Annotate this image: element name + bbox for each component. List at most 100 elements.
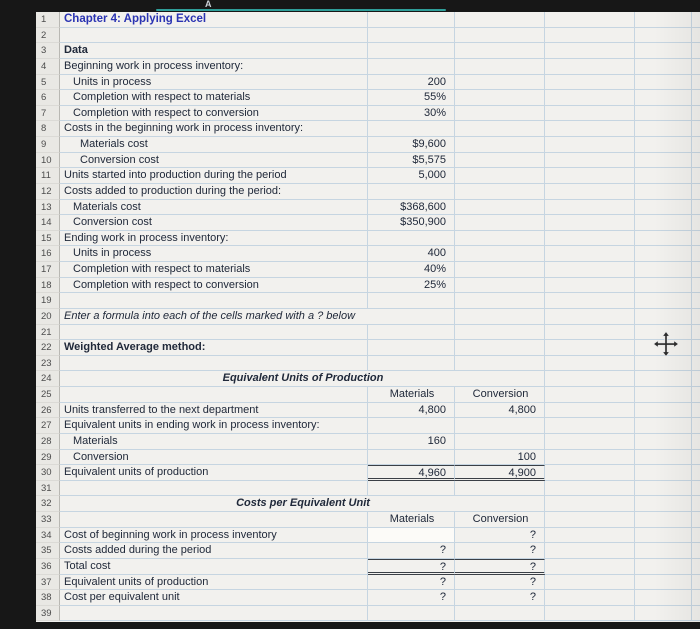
- cell-D32[interactable]: [545, 496, 635, 512]
- cell-B6[interactable]: 55%: [368, 90, 455, 106]
- cell-D19[interactable]: [545, 293, 635, 309]
- cell-F34[interactable]: [692, 528, 700, 544]
- cell-E29[interactable]: [635, 449, 692, 466]
- cell-E23[interactable]: [635, 355, 692, 372]
- cell-F10[interactable]: [692, 153, 700, 169]
- cell-F18[interactable]: [692, 278, 700, 294]
- cell-E21[interactable]: [635, 324, 692, 341]
- row-header-19[interactable]: 19: [36, 293, 60, 309]
- cell-F9[interactable]: [692, 137, 700, 153]
- row-header-37[interactable]: 37: [36, 574, 60, 591]
- cell-D12[interactable]: [545, 183, 635, 200]
- cell-B27[interactable]: [368, 418, 455, 434]
- row-header-26[interactable]: 26: [36, 402, 60, 419]
- cell-E10[interactable]: [635, 152, 692, 169]
- cell-D20[interactable]: [545, 308, 635, 325]
- row-header-17[interactable]: 17: [36, 262, 60, 278]
- row-header-6[interactable]: 6: [36, 90, 60, 106]
- cell-E32[interactable]: [635, 496, 692, 512]
- cell-F32[interactable]: [692, 496, 700, 512]
- cell-B35[interactable]: ?: [368, 543, 455, 559]
- row-header-31[interactable]: 31: [36, 480, 60, 497]
- cell-B37[interactable]: ?: [368, 574, 455, 591]
- cell-F27[interactable]: [692, 418, 700, 434]
- cell-C16[interactable]: [455, 246, 545, 262]
- row-header-34[interactable]: 34: [36, 527, 60, 544]
- cell-C35[interactable]: ?: [455, 543, 545, 559]
- cell-E12[interactable]: [635, 183, 692, 200]
- cell-F28[interactable]: [692, 434, 700, 450]
- cell-D37[interactable]: [545, 574, 635, 591]
- cell-E14[interactable]: [635, 215, 692, 231]
- cell-E33[interactable]: [635, 512, 692, 528]
- cell-C25[interactable]: Conversion: [455, 387, 545, 403]
- cell-F31[interactable]: [692, 481, 700, 497]
- cell-F2[interactable]: [692, 28, 700, 44]
- cell-A17[interactable]: Completion with respect to materials: [60, 262, 368, 278]
- cell-C7[interactable]: [455, 105, 545, 122]
- row-header-35[interactable]: 35: [36, 543, 60, 559]
- cell-C5[interactable]: [455, 74, 545, 91]
- cell-D1[interactable]: [545, 12, 635, 28]
- cell-F6[interactable]: [692, 90, 700, 106]
- row-header-18[interactable]: 18: [36, 277, 60, 294]
- cell-A29[interactable]: Conversion: [60, 449, 368, 466]
- cell-A24[interactable]: Equivalent Units of Production: [60, 371, 545, 387]
- cell-F20[interactable]: [692, 309, 700, 325]
- cell-F4[interactable]: [692, 59, 700, 75]
- cell-E13[interactable]: [635, 199, 692, 216]
- cell-A22[interactable]: Weighted Average method:: [60, 340, 368, 356]
- cell-A38[interactable]: Cost per equivalent unit: [60, 590, 368, 606]
- cell-A14[interactable]: Conversion cost: [60, 215, 368, 231]
- cell-D5[interactable]: [545, 74, 635, 91]
- cell-C8[interactable]: [455, 121, 545, 137]
- cell-B22[interactable]: [368, 340, 455, 356]
- cell-A35[interactable]: Costs added during the period: [60, 543, 368, 559]
- cell-F33[interactable]: [692, 512, 700, 528]
- cell-A25[interactable]: [60, 387, 368, 403]
- row-header-36[interactable]: 36: [36, 558, 60, 575]
- cell-E7[interactable]: [635, 105, 692, 122]
- cell-C3[interactable]: [455, 43, 545, 59]
- cell-B39[interactable]: [368, 605, 455, 622]
- cell-D13[interactable]: [545, 199, 635, 216]
- cell-A13[interactable]: Materials cost: [60, 199, 368, 216]
- cell-A19[interactable]: [60, 293, 368, 309]
- cell-B14[interactable]: $350,900: [368, 215, 455, 231]
- cell-E16[interactable]: [635, 246, 692, 262]
- cell-B1[interactable]: [368, 12, 455, 28]
- cell-B33[interactable]: Materials: [368, 512, 455, 528]
- row-header-22[interactable]: 22: [36, 340, 60, 356]
- cell-F7[interactable]: [692, 106, 700, 122]
- cell-A39[interactable]: [60, 605, 368, 622]
- cell-C39[interactable]: [455, 605, 545, 622]
- cell-F38[interactable]: [692, 590, 700, 606]
- cell-B7[interactable]: 30%: [368, 105, 455, 122]
- cell-E26[interactable]: [635, 402, 692, 419]
- cell-A2[interactable]: [60, 27, 368, 44]
- cell-D10[interactable]: [545, 152, 635, 169]
- cell-D17[interactable]: [545, 262, 635, 278]
- row-header-3[interactable]: 3: [36, 43, 60, 59]
- cell-E37[interactable]: [635, 574, 692, 591]
- cell-E20[interactable]: [635, 308, 692, 325]
- cell-A36[interactable]: Total cost: [60, 558, 368, 575]
- cell-D9[interactable]: [545, 137, 635, 153]
- cell-E34[interactable]: [635, 527, 692, 544]
- cell-A10[interactable]: Conversion cost: [60, 152, 368, 169]
- row-header-1[interactable]: 1: [36, 12, 60, 28]
- cell-B10[interactable]: $5,575: [368, 152, 455, 169]
- cell-A9[interactable]: Materials cost: [60, 137, 368, 153]
- cell-A3[interactable]: Data: [60, 43, 368, 59]
- cell-E24[interactable]: [635, 371, 692, 387]
- cell-E38[interactable]: [635, 590, 692, 606]
- cell-E4[interactable]: [635, 58, 692, 75]
- cell-B36[interactable]: ?: [368, 558, 455, 575]
- row-header-29[interactable]: 29: [36, 449, 60, 466]
- cell-F30[interactable]: [692, 465, 700, 481]
- cell-C14[interactable]: [455, 215, 545, 231]
- row-header-11[interactable]: 11: [36, 168, 60, 184]
- cell-F35[interactable]: [692, 543, 700, 559]
- row-header-10[interactable]: 10: [36, 152, 60, 169]
- cell-A7[interactable]: Completion with respect to conversion: [60, 105, 368, 122]
